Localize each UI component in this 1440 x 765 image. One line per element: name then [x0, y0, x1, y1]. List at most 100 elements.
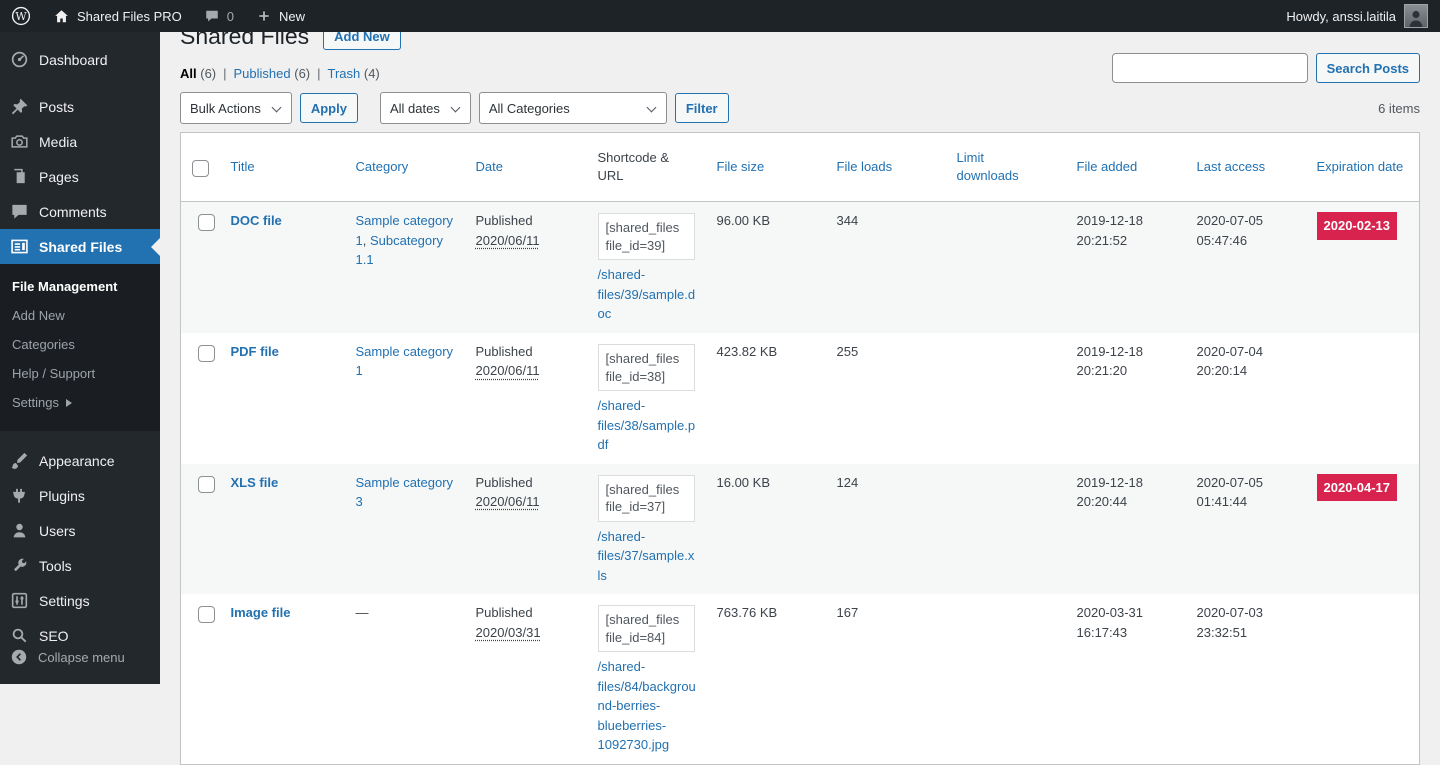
status-text: Published	[475, 605, 533, 621]
sidebar-item-pages[interactable]: Pages	[0, 159, 160, 194]
file-added-cell: 2019-12-18 20:20:44	[1076, 474, 1144, 510]
chevron-down-icon	[271, 102, 282, 113]
pages-icon	[10, 167, 29, 186]
sidebar-item-shared-files[interactable]: Shared Files	[0, 229, 160, 264]
col-shortcode-url: Shortcode & URL	[587, 132, 707, 203]
col-expiration-date[interactable]: Expiration date	[1306, 132, 1420, 203]
howdy-text[interactable]: Howdy, anssi.laitila	[1286, 8, 1396, 24]
file-url-link[interactable]: /shared-files/39/sample.doc	[597, 267, 696, 322]
media-icon	[10, 132, 29, 151]
sidebar-item-posts[interactable]: Posts	[0, 89, 160, 124]
sidebar-item-dashboard[interactable]: Dashboard	[0, 42, 160, 77]
col-category[interactable]: Category	[345, 132, 466, 203]
settings-icon	[10, 591, 29, 610]
row-checkbox[interactable]	[197, 214, 215, 232]
dashboard-icon	[10, 50, 29, 69]
comments-menu[interactable]: 0	[193, 0, 245, 32]
apply-button[interactable]: Apply	[299, 93, 358, 123]
col-title[interactable]: Title	[220, 132, 346, 203]
view-all[interactable]: All (6)	[180, 66, 217, 81]
sidebar-item-settings[interactable]: Settings	[0, 583, 160, 618]
submenu-item-add-new[interactable]: Add New	[12, 308, 65, 323]
search-input[interactable]	[1111, 53, 1308, 83]
date-text: 2020/06/11	[475, 232, 540, 248]
file-title-link[interactable]: XLS file	[230, 474, 279, 490]
last-access-cell: 2020-07-05 05:47:46	[1196, 213, 1264, 248]
row-checkbox[interactable]	[197, 606, 215, 624]
status-text: Published	[475, 213, 533, 229]
shortcode-url-cell: [shared_files file_id=39] /shared-files/…	[588, 202, 707, 333]
filter-button[interactable]: Filter	[674, 93, 729, 123]
file-title-link[interactable]: DOC file	[230, 213, 282, 229]
file-url-link[interactable]: /shared-files/38/sample.pdf	[597, 398, 696, 453]
category-link[interactable]: Sample category 3	[355, 474, 454, 510]
home-icon	[53, 8, 70, 25]
categories-select[interactable]: All Categories	[478, 92, 667, 124]
file-title-link[interactable]: Image file	[230, 605, 291, 621]
file-url-link[interactable]: /shared-files/37/sample.xls	[597, 528, 695, 583]
date-cell: Published 2020/06/11	[466, 333, 588, 464]
table-row: Image file — Published 2020/03/31 [share…	[181, 594, 1420, 764]
wordpress-menu[interactable]: W	[0, 0, 42, 32]
date-text: 2020/06/11	[475, 363, 540, 379]
submenu-item-file-management[interactable]: File Management	[12, 279, 118, 294]
tools-icon	[10, 556, 29, 575]
category-link[interactable]: Subcategory 1.1	[355, 232, 443, 268]
col-file-added[interactable]: File added	[1066, 132, 1187, 203]
last-access-cell: 2020-07-05 01:41:44	[1196, 474, 1264, 510]
status-text: Published	[475, 343, 533, 359]
file-added-cell: 2019-12-18 20:21:20	[1076, 343, 1144, 379]
row-checkbox[interactable]	[197, 475, 215, 493]
files-table: Title Category Date Shortcode & URL File siz…	[180, 132, 1420, 765]
dates-select[interactable]: All dates	[379, 92, 471, 124]
col-limit-downloads[interactable]: Limit downloads	[946, 132, 1067, 203]
col-last-access[interactable]: Last access	[1186, 132, 1307, 203]
sidebar-item-label: Tools	[39, 557, 72, 574]
chevron-down-icon	[646, 102, 657, 113]
flyout-arrow-icon	[65, 399, 72, 407]
sidebar-item-label: Shared Files	[39, 238, 123, 255]
category-link[interactable]: Sample category 1	[355, 213, 454, 248]
views-separator: |	[317, 66, 321, 81]
sidebar-item-users[interactable]: Users	[0, 513, 160, 548]
sidebar-item-appearance[interactable]: Appearance	[0, 443, 160, 478]
submenu-item-help-support[interactable]: Help / Support	[12, 366, 96, 381]
col-file-loads[interactable]: File loads	[826, 132, 947, 203]
table-row: DOC file Sample category 1, Subcategory …	[180, 201, 1420, 333]
file-title-link[interactable]: PDF file	[230, 343, 279, 359]
sidebar-item-label: Media	[39, 133, 78, 150]
file-size-cell: 423.82 KB	[716, 343, 778, 359]
shortcode-box: [shared_files file_id=84]	[597, 605, 695, 653]
file-url-link[interactable]: /shared-files/84/background-berries-blue…	[597, 659, 696, 753]
new-menu[interactable]: New	[245, 0, 316, 32]
category-link[interactable]: Sample category 1	[355, 343, 454, 379]
sidebar-item-comments[interactable]: Comments	[0, 194, 160, 229]
sidebar-item-tools[interactable]: Tools	[0, 548, 160, 583]
bulk-actions-select[interactable]: Bulk Actions	[180, 92, 292, 124]
select-all-checkbox[interactable]	[192, 159, 209, 177]
row-checkbox[interactable]	[197, 344, 215, 362]
site-menu[interactable]: Shared Files PRO	[42, 0, 193, 32]
view-published[interactable]: Published (6)	[233, 66, 311, 81]
collapse-menu-button[interactable]: Collapse menu	[0, 640, 160, 674]
sidebar-item-label: Appearance	[39, 452, 115, 469]
plus-icon	[256, 8, 272, 24]
col-file-size[interactable]: File size	[706, 132, 827, 203]
shortcode-box: [shared_files file_id=39]	[597, 213, 695, 261]
view-trash[interactable]: Trash (4)	[327, 66, 380, 81]
limit-downloads-cell	[947, 594, 1067, 764]
shared-files-submenu: File Management Add New Categories Help / S…	[0, 264, 160, 431]
col-date[interactable]: Date	[465, 132, 588, 203]
submenu-item-categories[interactable]: Categories	[12, 337, 75, 352]
last-access-cell: 2020-07-03 23:32:51	[1196, 605, 1264, 640]
sidebar-item-seo[interactable]: SEO	[0, 618, 160, 653]
avatar[interactable]	[1404, 4, 1428, 28]
submenu-item-settings[interactable]: Settings	[0, 388, 160, 417]
views-filter: All (6) | Published (6) | Trash (4)	[180, 66, 1420, 81]
comments-count: 0	[226, 8, 234, 24]
shortcode-box: [shared_files file_id=37]	[597, 474, 695, 522]
expiration-cell	[1307, 594, 1420, 764]
sidebar-item-plugins[interactable]: Plugins	[0, 478, 160, 513]
sidebar-item-media[interactable]: Media	[0, 124, 160, 159]
search-posts-button[interactable]: Search Posts	[1315, 53, 1420, 83]
